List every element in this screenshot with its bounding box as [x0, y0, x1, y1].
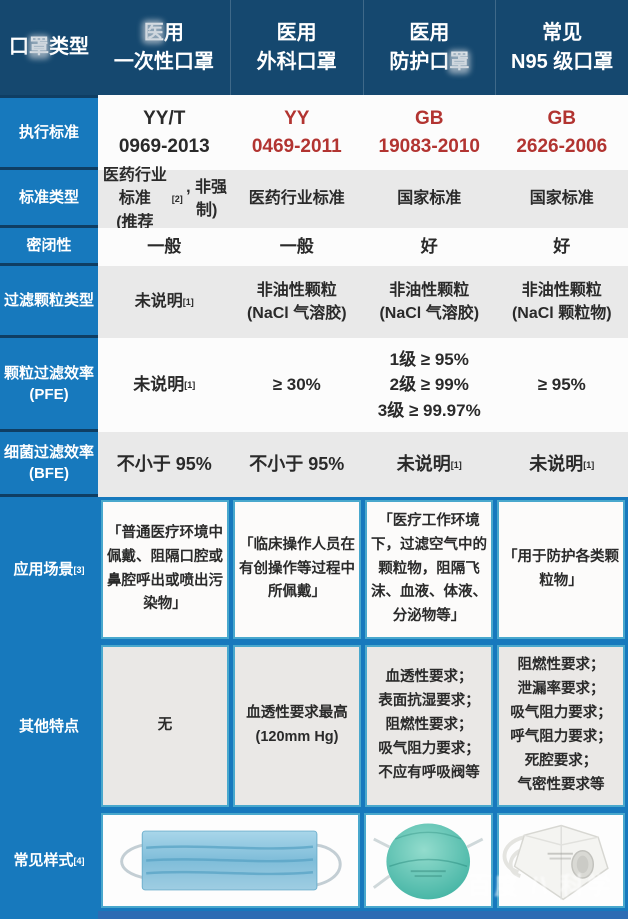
cell-value: 好	[363, 228, 496, 266]
cup-mask-drawing	[373, 823, 484, 900]
row-label: 密闭性	[0, 228, 98, 266]
header-col-protective: 医用 防护口罩	[362, 0, 496, 95]
cell-value: 非油性颗粒 (NaCl 颗粒物)	[495, 266, 628, 338]
cell-value: 阻燃性要求； 泄漏率要求； 吸气阻力要求； 呼气阻力要求； 死腔要求； 气密性要…	[497, 645, 625, 807]
row-label: 常见样式 [4]	[13, 852, 85, 869]
cells-wrap	[98, 810, 628, 911]
header-corner-mask-type: 口罩类型	[9, 36, 89, 58]
cell-value: YY/T 0969-2013	[98, 95, 231, 170]
cell-value: GB 2626-2006	[495, 95, 628, 170]
green-cup-respirator-image	[364, 813, 493, 908]
row-label: 过滤颗粒类型	[0, 266, 98, 338]
row-label: 其他特点	[18, 717, 79, 735]
table-row-common-styles: 常见样式 [4]	[0, 810, 628, 911]
cell-value: ≥ 30%	[230, 338, 363, 432]
table-row-bfe: 细菌过滤效率 (BFE) 不小于 95% 不小于 95% 未说明 [1] 未说明[…	[0, 432, 628, 497]
row-label: 执行标准	[0, 95, 98, 170]
cell-value: ≥ 95%	[495, 338, 628, 432]
blue-disposable-mask-image	[101, 813, 361, 908]
cell-value: 国家标准	[363, 170, 496, 228]
cell-value: 未说明 [1]	[495, 432, 628, 497]
table-header-row: 口罩类型 医用 一次性口罩 医用 外科口罩 医用 防护口罩 常见 N95 级口罩	[0, 0, 628, 95]
row-label: 应用场景 [3]	[13, 561, 85, 578]
bottom-strip-left	[0, 911, 98, 919]
cell-value: 「普通医疗环境中佩戴、阻隔口腔或鼻腔呼出或喷出污染物」	[101, 500, 229, 639]
cell-value: 医药行业标准 (推荐 [2], 非强制)	[98, 167, 231, 231]
table-row-standard-code: 执行标准 YY/T 0969-2013 YY 0469-2011 GB 1908…	[0, 95, 628, 170]
cell-value: 一般	[230, 228, 363, 266]
cell-value: 1级 ≥ 95% 2级 ≥ 99% 3级 ≥ 99.97%	[363, 338, 496, 432]
cell-value: 血透性要求最高 (120mm Hg)	[233, 645, 361, 807]
cell-value: 不小于 95%	[98, 432, 231, 497]
flat-mask-drawing	[120, 830, 342, 891]
table-row-other-features: 其他特点 无 血透性要求最高 (120mm Hg) 血透性要求； 表面抗湿要求；…	[0, 642, 628, 810]
header-col-surgical: 医用 外科口罩	[229, 0, 363, 95]
cell-value: 无	[101, 645, 229, 807]
cell-value: 血透性要求； 表面抗湿要求； 阻燃性要求； 吸气阻力要求； 不应有呼吸阀等	[365, 645, 493, 807]
table-row-particle-type: 过滤颗粒类型 未说明 [1] 非油性颗粒 (NaCl 气溶胶) 非油性颗粒 (Na…	[0, 266, 628, 338]
cell-value: 未说明 [1]	[98, 266, 231, 338]
cell-value: 一般	[98, 228, 231, 266]
cell-value: 未说明 [1]	[98, 338, 231, 432]
cell-value: YY 0469-2011	[230, 95, 363, 170]
white-fold-respirator-image	[496, 813, 625, 908]
cells-wrap: 「普通医疗环境中佩戴、阻隔口腔或鼻腔呼出或喷出污染物」 「临床操作人员在有创操作…	[98, 497, 628, 642]
cell-value: 好	[495, 228, 628, 266]
cell-value: 非油性颗粒 (NaCl 气溶胶)	[363, 266, 496, 338]
cell-value: 国家标准	[495, 170, 628, 228]
row-label: 标准类型	[0, 170, 98, 228]
cell-value: 「用于防护各类颗粒物」	[497, 500, 625, 639]
cells-wrap: 无 血透性要求最高 (120mm Hg) 血透性要求； 表面抗湿要求； 阻燃性要…	[98, 642, 628, 810]
header-col-n95: 常见 N95 级口罩	[495, 0, 628, 95]
fold-mask-drawing	[502, 824, 609, 901]
cell-value: 医药行业标准	[230, 170, 363, 228]
cell-value: 非油性颗粒 (NaCl 气溶胶)	[230, 266, 363, 338]
cell-value: 「医疗工作环境下，过滤空气中的颗粒物，阻隔飞沫、血液、体液、分泌物等」	[365, 500, 493, 639]
table-row-use-case: 应用场景 [3] 「普通医疗环境中佩戴、阻隔口腔或鼻腔呼出或喷出污染物」 「临床操…	[0, 497, 628, 642]
row-label: 细菌过滤效率 (BFE)	[0, 432, 98, 497]
row-label: 颗粒过滤效率 (PFE)	[0, 338, 98, 432]
table-row-pfe: 颗粒过滤效率 (PFE) 未说明 [1] ≥ 30% 1级 ≥ 95% 2级 ≥ …	[0, 338, 628, 432]
cell-value: 不小于 95%	[230, 432, 363, 497]
bottom-strip-band	[98, 911, 628, 919]
cell-value: 未说明 [1]	[363, 432, 496, 497]
table-row-seal: 密闭性 一般 一般 好 好	[0, 228, 628, 266]
table-row-standard-type: 标准类型 医药行业标准 (推荐 [2], 非强制) 医药行业标准 国家标准 国家标…	[0, 167, 628, 231]
bordered-section: 应用场景 [3] 「普通医疗环境中佩戴、阻隔口腔或鼻腔呼出或喷出污染物」 「临床操…	[0, 497, 628, 911]
header-col-disposable: 医用 一次性口罩	[113, 21, 214, 73]
bottom-strip	[0, 911, 628, 919]
cell-value: 「临床操作人员在有创操作等过程中所佩戴」	[233, 500, 361, 639]
cell-value: GB 19083-2010	[363, 95, 496, 170]
